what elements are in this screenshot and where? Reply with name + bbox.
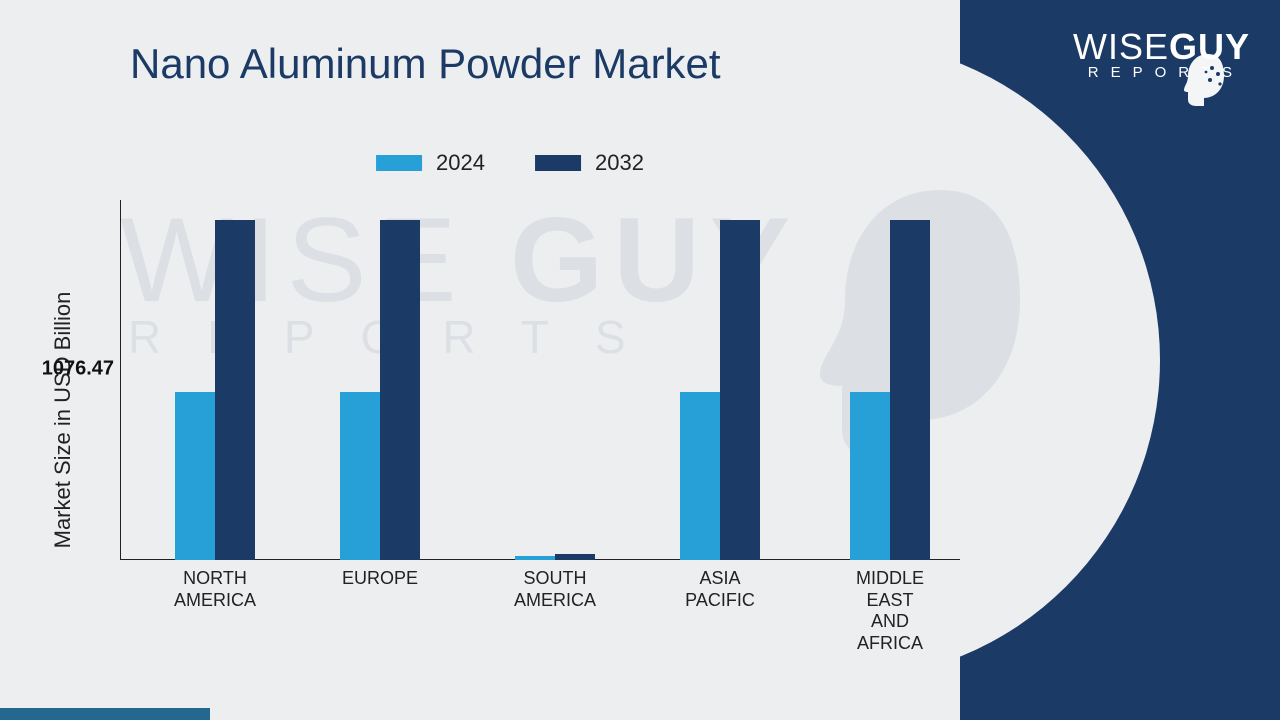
bar — [515, 556, 555, 560]
x-tick-label: ASIA PACIFIC — [685, 568, 755, 611]
head-icon — [1178, 50, 1238, 110]
legend-item: 2024 — [376, 150, 485, 176]
page: WISEGUY REPORTS Nano Aluminum Powder Mar… — [0, 0, 1280, 720]
bar — [850, 392, 890, 560]
brand-line1: WISEGUY — [1073, 26, 1250, 68]
legend-swatch — [535, 155, 581, 171]
bar — [890, 220, 930, 560]
chart: Market Size in USD Billion 2024 2032 107… — [60, 150, 960, 670]
legend-label: 2032 — [595, 150, 644, 176]
bar — [555, 554, 595, 560]
bar — [215, 220, 255, 560]
bar — [175, 392, 215, 560]
y-axis-label: Market Size in USD Billion — [50, 292, 76, 549]
legend: 2024 2032 — [376, 150, 644, 176]
x-tick-label: SOUTH AMERICA — [514, 568, 596, 611]
bottom-accent-bar — [0, 708, 210, 720]
y-tick-label: 1076.47 — [42, 357, 114, 380]
legend-label: 2024 — [436, 150, 485, 176]
bar — [340, 392, 380, 560]
brand-word-1: WISE — [1073, 26, 1169, 67]
bar — [720, 220, 760, 560]
chart-title: Nano Aluminum Powder Market — [130, 40, 721, 88]
bar — [380, 220, 420, 560]
bar-group: ASIA PACIFIC — [680, 220, 760, 560]
bar-group: SOUTH AMERICA — [515, 554, 595, 560]
bar-group: MIDDLE EAST AND AFRICA — [850, 220, 930, 560]
legend-swatch — [376, 155, 422, 171]
y-axis-line — [120, 200, 121, 560]
bar-group: EUROPE — [340, 220, 420, 560]
bar — [680, 392, 720, 560]
x-tick-label: NORTH AMERICA — [174, 568, 256, 611]
plot-area: 1076.47 NORTH AMERICAEUROPESOUTH AMERICA… — [120, 200, 960, 560]
x-tick-label: MIDDLE EAST AND AFRICA — [856, 568, 924, 654]
x-tick-label: EUROPE — [342, 568, 418, 590]
brand-logo: WISEGUY REPORTS — [1073, 26, 1250, 81]
bar-group: NORTH AMERICA — [175, 220, 255, 560]
legend-item: 2032 — [535, 150, 644, 176]
